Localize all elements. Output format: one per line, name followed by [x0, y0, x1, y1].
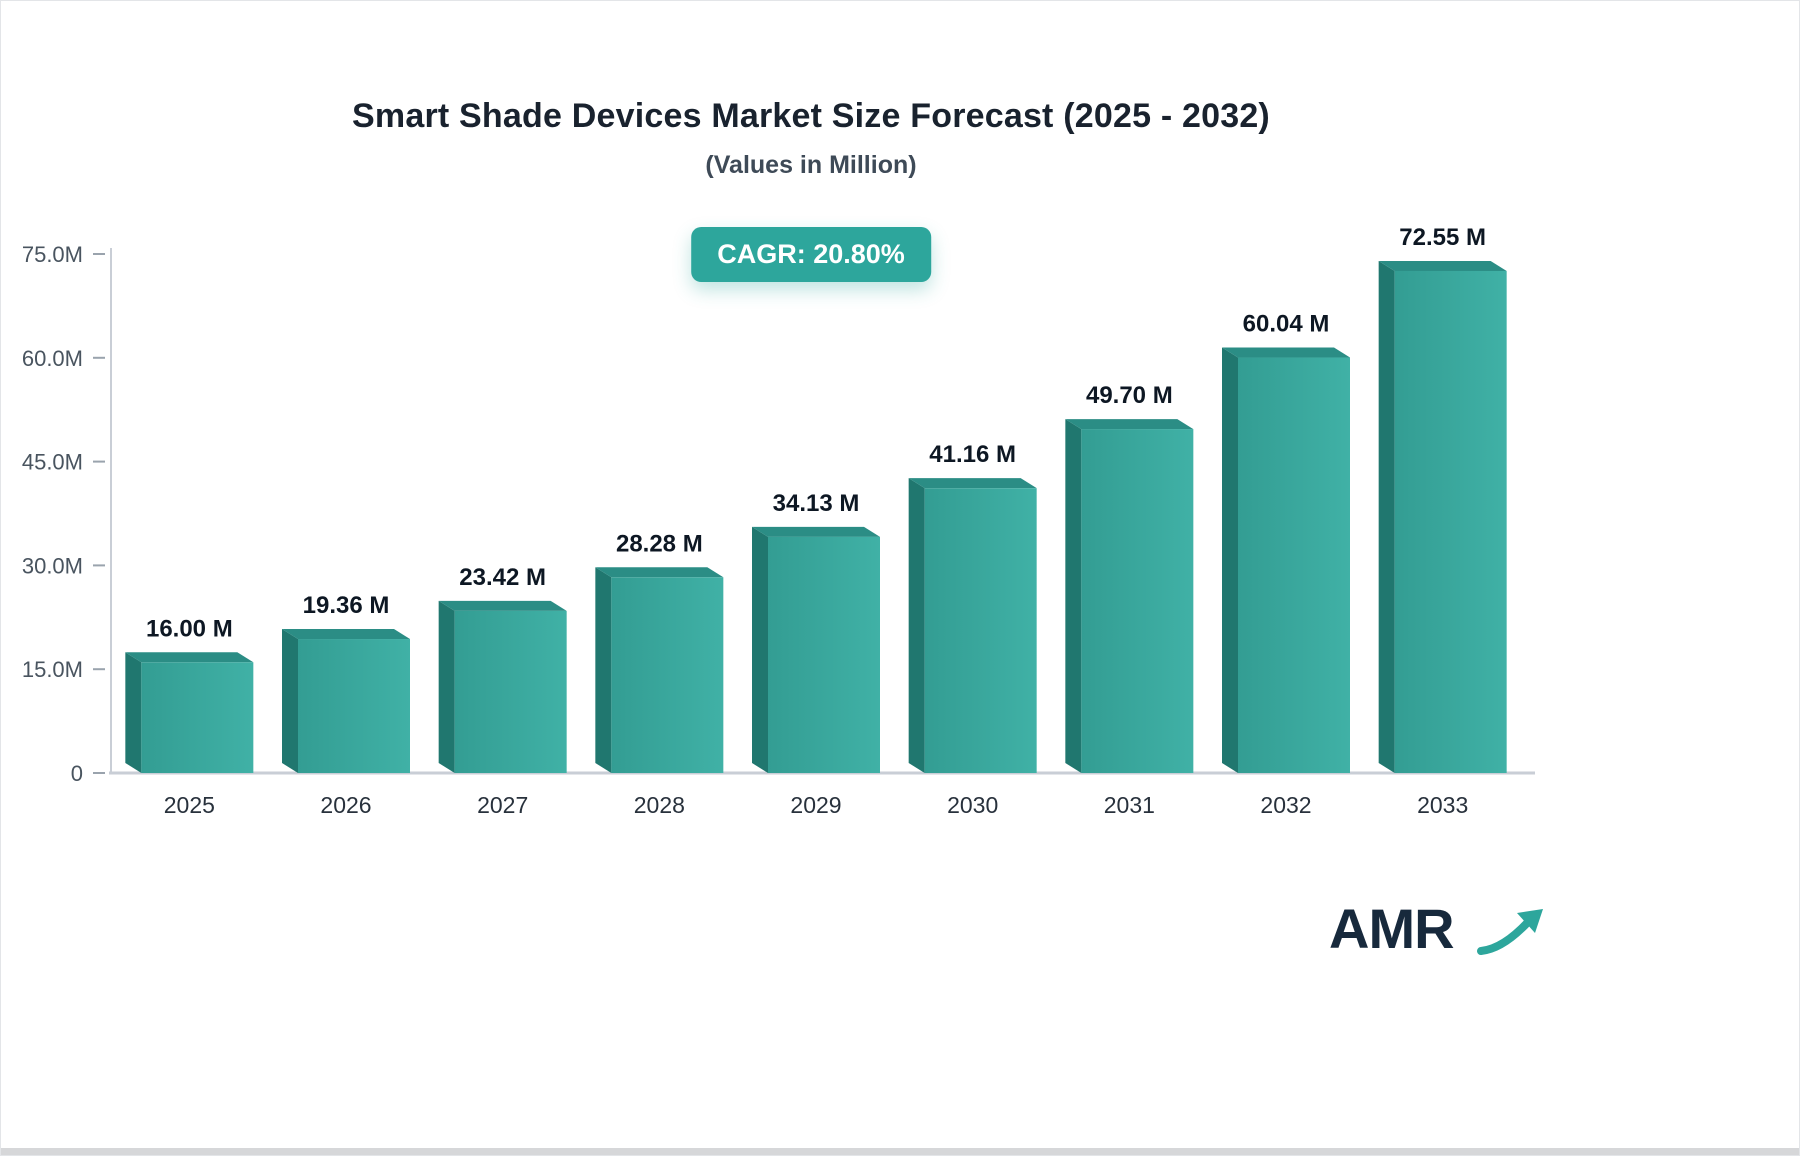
bar-value-label: 60.04 M — [1243, 311, 1330, 338]
x-axis-label: 2029 — [790, 792, 841, 818]
cagr-badge: CAGR: 20.80% — [691, 227, 931, 282]
bar — [611, 577, 724, 773]
bar — [1081, 429, 1194, 773]
bar — [768, 536, 880, 773]
bar-side-face — [1065, 419, 1082, 773]
bar-group: 60.04 M 2032 — [1222, 311, 1350, 818]
bar-value-label: 49.70 M — [1086, 382, 1173, 409]
bar-side-face — [1378, 260, 1395, 774]
bar-top-face — [125, 652, 254, 663]
bar-side-face — [752, 526, 768, 773]
bar — [924, 488, 1037, 773]
bar-group: 19.36 M 2026 — [282, 592, 410, 818]
bar-value-label: 72.55 M — [1399, 224, 1486, 251]
bar — [454, 610, 567, 773]
bar-group: 41.16 M 2030 — [908, 441, 1037, 818]
bar — [1238, 357, 1350, 773]
amr-logo: AMR — [1329, 897, 1543, 969]
bar-top-face — [1222, 347, 1350, 358]
bar-value-label: 34.13 M — [773, 490, 860, 517]
bar-group: 34.13 M 2029 — [752, 490, 880, 818]
y-tick-label: 45.0M — [22, 450, 83, 475]
bar-group: 72.55 M 2033 — [1378, 224, 1507, 818]
y-tick-label: 75.0M — [22, 242, 83, 267]
bar-side-face — [282, 629, 298, 773]
x-axis-label: 2030 — [947, 792, 998, 818]
amr-logo-text: AMR — [1329, 897, 1455, 960]
bar — [141, 662, 254, 773]
bar-value-label: 23.42 M — [459, 564, 546, 591]
bar-side-face — [438, 600, 455, 773]
bar-top-face — [1065, 419, 1194, 430]
bar — [1394, 270, 1507, 773]
logo-arrow-icon — [1477, 909, 1543, 955]
bar — [298, 639, 410, 773]
x-axis-label: 2025 — [164, 792, 215, 818]
x-axis-label: 2033 — [1417, 792, 1468, 818]
x-axis-label: 2027 — [477, 792, 528, 818]
x-axis-label: 2032 — [1260, 792, 1311, 818]
bar-group: 16.00 M 2025 — [125, 615, 254, 818]
bar-value-label: 28.28 M — [616, 530, 703, 557]
bar-top-face — [438, 600, 567, 611]
bar-value-label: 16.00 M — [146, 615, 233, 642]
chart-title: Smart Shade Devices Market Size Forecast… — [352, 97, 1270, 135]
bar-side-face — [908, 478, 925, 773]
bar-top-face — [1378, 260, 1507, 271]
bar-group: 49.70 M 2031 — [1065, 382, 1194, 818]
y-tick-label: 15.0M — [22, 657, 83, 682]
bar-value-label: 19.36 M — [303, 592, 390, 619]
page-footer-strip — [1, 1148, 1799, 1155]
bar-top-face — [595, 567, 724, 578]
x-axis-label: 2028 — [634, 792, 685, 818]
bar-group: 28.28 M 2028 — [595, 530, 724, 818]
y-tick-label: 30.0M — [22, 553, 83, 578]
bar-side-face — [1222, 347, 1238, 773]
y-tick-label: 0 — [71, 761, 83, 786]
x-axis-label: 2026 — [320, 792, 371, 818]
bar-top-face — [282, 629, 410, 640]
y-tick-label: 60.0M — [22, 346, 83, 371]
x-axis-label: 2031 — [1104, 792, 1155, 818]
bar-top-face — [908, 478, 1037, 489]
bar-side-face — [595, 567, 612, 773]
bar-group: 23.42 M 2027 — [438, 564, 567, 818]
bar-top-face — [752, 526, 880, 537]
bar-side-face — [125, 652, 142, 773]
bar-value-label: 41.16 M — [929, 441, 1016, 468]
chart-subtitle: (Values in Million) — [705, 151, 917, 179]
